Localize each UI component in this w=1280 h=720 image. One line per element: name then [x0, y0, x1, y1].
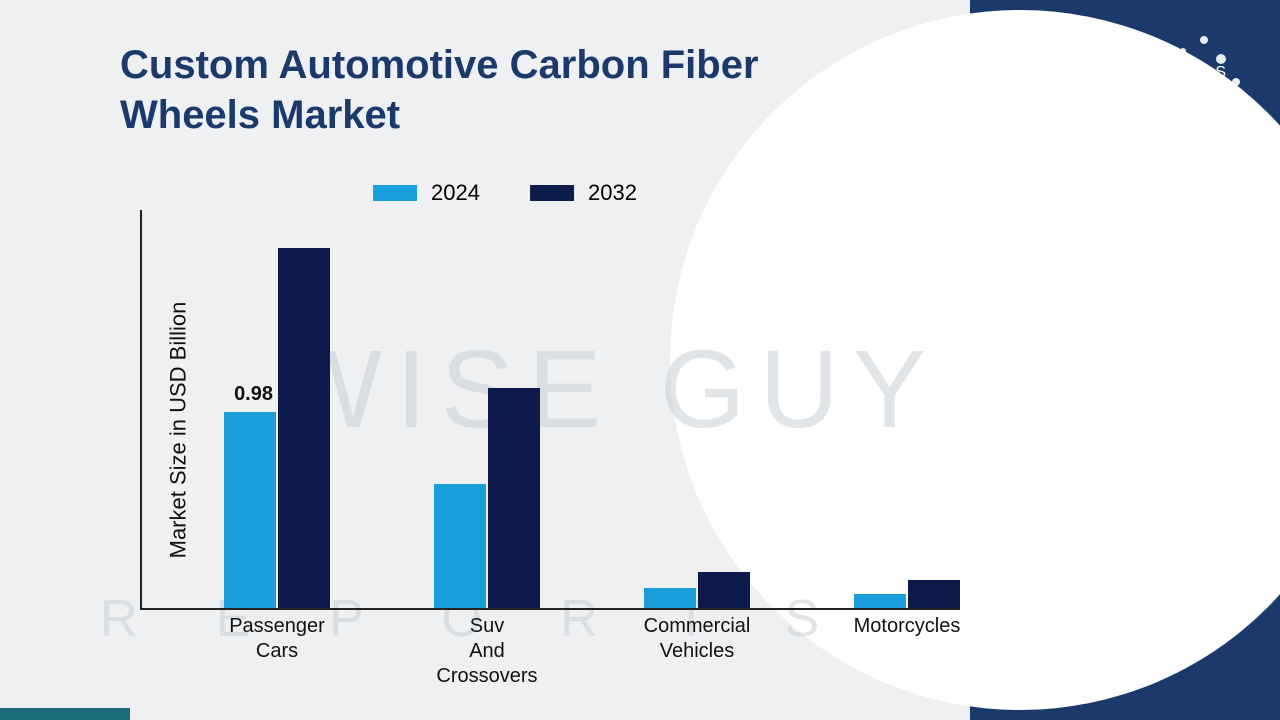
bar-2032 — [488, 388, 540, 608]
legend-swatch-2032 — [530, 185, 574, 201]
legend-label-2032: 2032 — [588, 180, 637, 206]
brand-dots-icon — [1160, 30, 1270, 140]
legend-item-2024: 2024 — [373, 180, 480, 206]
bar-2024 — [854, 594, 906, 608]
bar-2024 — [644, 588, 696, 608]
x-axis-label: Suv And Crossovers — [387, 608, 587, 689]
bar-2024 — [434, 484, 486, 608]
legend-label-2024: 2024 — [431, 180, 480, 206]
legend-swatch-2024 — [373, 185, 417, 201]
bar-2032 — [908, 580, 960, 608]
bar-2032 — [698, 572, 750, 608]
chart-title: Custom Automotive Carbon Fiber Wheels Ma… — [120, 40, 860, 140]
x-axis-label: Passenger Cars — [177, 608, 377, 664]
legend-item-2032: 2032 — [530, 180, 637, 206]
bar-2024 — [224, 412, 276, 608]
legend: 2024 2032 — [373, 180, 637, 206]
bar-2032 — [278, 248, 330, 608]
brand-line1: WISE GUY — [955, 28, 1137, 61]
bar-value-label: 0.98 — [234, 383, 273, 406]
x-axis-label: Motorcycles — [807, 608, 1007, 639]
chart-area: 2024 2032 Market Size in USD Billion 0.9… — [40, 180, 970, 680]
x-axis-label: Commercial Vehicles — [597, 608, 797, 664]
canvas: WISE GUY R E P O R T S Custom Automotive… — [0, 0, 1280, 720]
footer-accent — [0, 708, 130, 720]
plot-area: 0.98Passenger CarsSuv And CrossoversComm… — [140, 210, 960, 610]
